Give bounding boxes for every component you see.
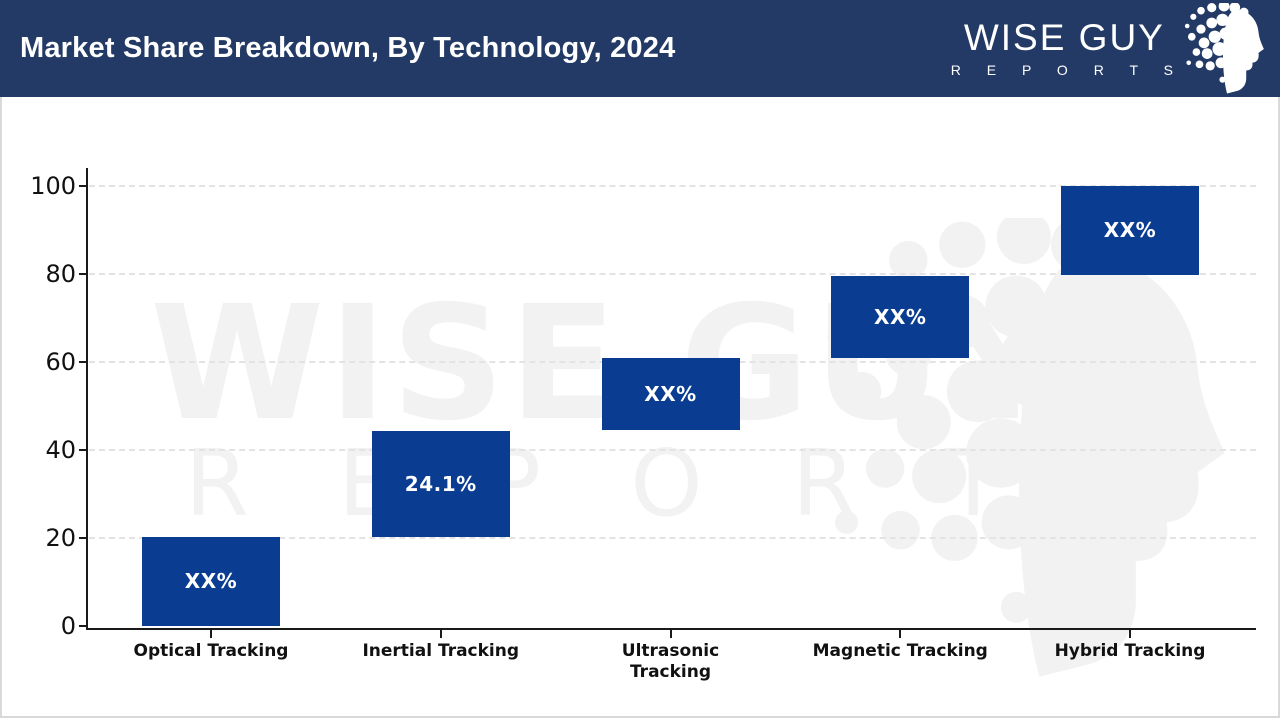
x-tick-mark	[210, 630, 212, 638]
y-gridline	[89, 273, 1256, 275]
y-tick-mark	[79, 273, 87, 275]
y-axis-line	[86, 168, 88, 630]
content-frame	[0, 97, 1280, 718]
bar-ultrasonic-tracking: XX%	[601, 357, 740, 431]
x-tick-mark	[439, 630, 442, 638]
brand-logo-wiseguy: WISE GUY	[963, 17, 1165, 58]
bar-inertial-tracking: 24.1%	[371, 430, 510, 537]
x-category-line: Inertial Tracking	[362, 641, 520, 661]
x-category-line: Hybrid Tracking	[1054, 641, 1206, 661]
bar-value-label: XX%	[644, 381, 697, 406]
bar-value-label: XX%	[874, 304, 927, 329]
x-tick-mark	[1129, 630, 1131, 638]
x-category-line: Magnetic Tracking	[812, 641, 988, 661]
x-category-label: Optical Tracking	[96, 641, 326, 662]
y-tick-label: 20	[45, 524, 76, 552]
x-category-line: Optical Tracking	[133, 641, 289, 661]
x-category-label: Magnetic Tracking	[785, 641, 1015, 662]
brand-logo: WISE GUY R E P O R T S	[945, 2, 1280, 95]
y-tick-mark	[79, 361, 87, 363]
y-tick-label: 100	[30, 172, 76, 200]
y-tick-mark	[79, 449, 87, 451]
page-title: Market Share Breakdown, By Technology, 2…	[20, 32, 676, 64]
x-category-line: Tracking	[629, 662, 712, 682]
x-category-label: Ultrasonic Tracking	[556, 641, 786, 683]
y-gridline	[89, 185, 1256, 187]
x-tick-mark	[899, 630, 902, 638]
y-tick-mark	[79, 537, 87, 539]
x-axis-line	[86, 628, 1256, 630]
bar-value-label: XX%	[1103, 218, 1157, 243]
x-category-label: Hybrid Tracking	[1015, 641, 1245, 662]
bar-magnetic-tracking: XX%	[831, 276, 970, 358]
y-tick-label: 40	[45, 436, 76, 464]
y-tick-label: 80	[45, 260, 76, 288]
bar-optical-tracking: XX%	[142, 536, 280, 626]
y-tick-label: 60	[45, 348, 76, 376]
brand-head-icon	[1184, 2, 1264, 93]
brand-logo-text: WISE GUY R E P O R T S	[945, 19, 1184, 78]
y-tick-mark	[79, 185, 87, 187]
x-category-label: Inertial Tracking	[326, 641, 556, 662]
bar-value-label: XX%	[184, 569, 238, 594]
y-tick-mark	[79, 625, 87, 627]
x-tick-mark	[669, 630, 672, 638]
brand-logo-reports: R E P O R T S	[950, 62, 1184, 78]
bar-value-label: 24.1%	[404, 471, 477, 496]
y-tick-label: 0	[60, 612, 76, 640]
bar-hybrid-tracking: XX%	[1061, 186, 1199, 275]
x-category-line: Ultrasonic	[621, 641, 720, 661]
y-gridline	[89, 449, 1256, 451]
header-bar: Market Share Breakdown, By Technology, 2…	[0, 0, 1280, 97]
y-gridline	[89, 537, 1256, 539]
